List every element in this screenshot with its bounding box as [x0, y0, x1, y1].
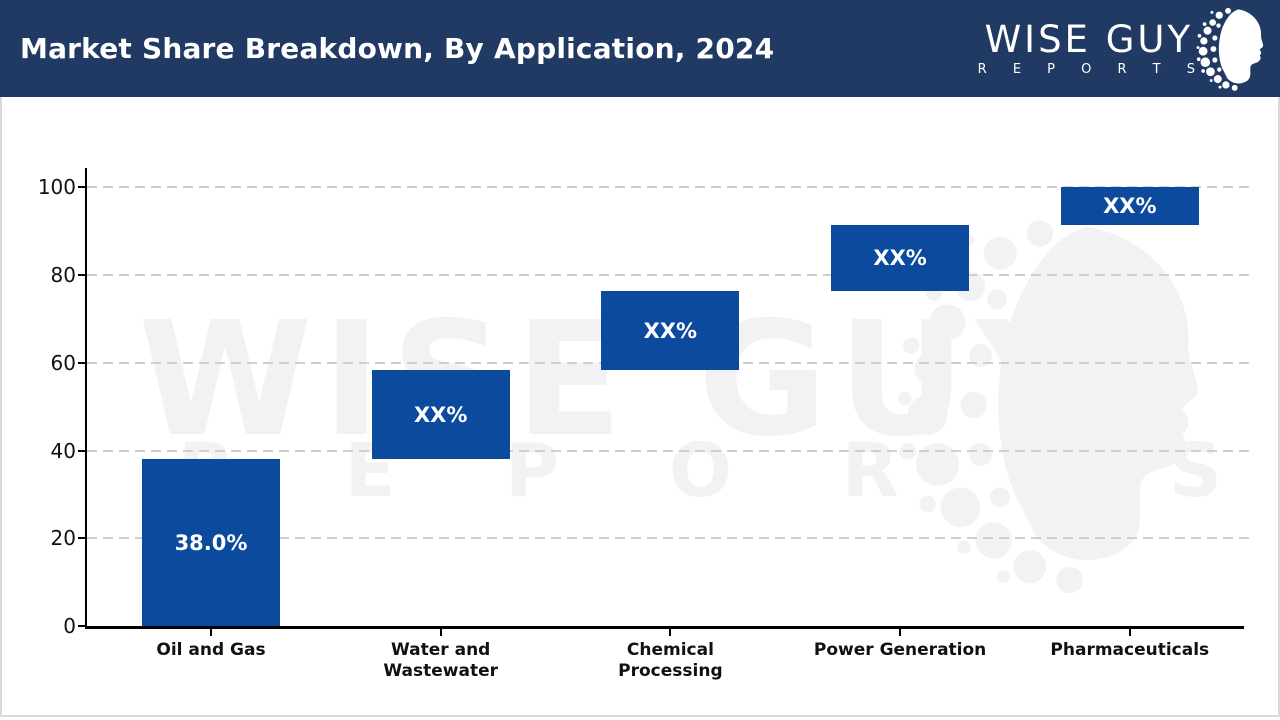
gridline — [87, 186, 1252, 189]
y-tick-label: 20 — [50, 526, 76, 551]
y-tick-label: 80 — [50, 263, 76, 288]
bar-value-label: XX% — [873, 245, 927, 270]
y-tick-label: 100 — [37, 175, 76, 200]
wise-guy-reports-logo: WISE GUY R E P O R T S — [972, 4, 1270, 94]
y-tick-mark — [78, 537, 86, 540]
bar: 38.0% — [142, 459, 280, 626]
y-tick-mark — [78, 361, 86, 364]
y-tick-mark — [78, 186, 86, 189]
category-label: Pharmaceuticals — [1050, 640, 1210, 660]
x-tick-mark — [439, 629, 442, 636]
category-label: Power Generation — [813, 640, 987, 660]
category-label: Water and Wastewater — [383, 640, 498, 681]
category-label: Chemical Processing — [618, 640, 723, 681]
header-bar: Market Share Breakdown, By Application, … — [0, 0, 1280, 97]
chart-title: Market Share Breakdown, By Application, … — [20, 32, 775, 65]
bar: XX% — [1060, 187, 1199, 225]
y-tick-mark — [78, 274, 86, 277]
gridline — [87, 274, 1252, 277]
gridline — [87, 537, 1252, 540]
bar: XX% — [371, 370, 510, 460]
y-tick-mark — [78, 449, 86, 452]
bar-value-label: XX% — [643, 318, 698, 343]
x-axis-line — [85, 626, 1244, 629]
bar-value-label: XX% — [1103, 193, 1157, 218]
x-tick-mark — [1128, 629, 1131, 636]
y-tick-label: 0 — [63, 614, 76, 638]
y-tick-label: 60 — [50, 350, 76, 375]
y-tick-mark — [78, 625, 86, 627]
logo-wordmark-line1: WISE GUY — [984, 18, 1194, 61]
logo-wordmark-line2: R E P O R T S — [977, 62, 1206, 77]
y-axis-line — [85, 168, 87, 627]
bar-value-label: 38.0% — [174, 530, 248, 555]
bar: XX% — [601, 290, 740, 371]
gridline — [87, 449, 1252, 452]
bar-value-label: XX% — [413, 402, 468, 427]
x-tick-mark — [899, 629, 902, 636]
x-tick-mark — [669, 629, 672, 636]
x-tick-mark — [210, 629, 212, 636]
logo-wordmark: WISE GUY R E P O R T S — [972, 18, 1206, 78]
y-tick-label: 40 — [50, 438, 76, 463]
bar: XX% — [831, 224, 970, 291]
category-label: Oil and Gas — [156, 640, 266, 660]
